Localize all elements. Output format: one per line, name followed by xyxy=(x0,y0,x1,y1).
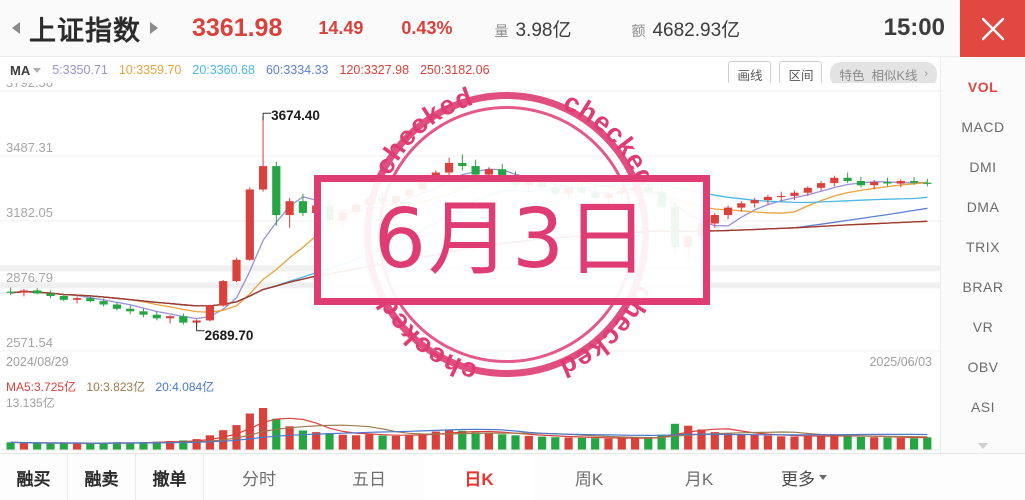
feature-label: 特色 xyxy=(839,68,865,83)
volume-ma-legend: MA5:3.725亿 10:3.823亿 20:4.084亿 xyxy=(6,378,221,395)
chevron-right-icon: › xyxy=(924,68,928,80)
tab-更多[interactable]: 更多 xyxy=(754,454,854,500)
tab-周K[interactable]: 周K xyxy=(534,454,644,500)
similar-k-line-button[interactable]: 特色 相似K线 › xyxy=(830,61,937,87)
y-axis-tick-1: 3487.31 xyxy=(6,139,53,155)
tab-融卖[interactable]: 融卖 xyxy=(68,454,136,500)
y-axis-tick-3: 2876.79 xyxy=(6,270,53,285)
tab-分时[interactable]: 分时 xyxy=(204,454,314,500)
tab-label: 日K xyxy=(464,470,494,489)
close-button[interactable] xyxy=(960,0,1025,57)
chevron-down-icon[interactable] xyxy=(978,443,988,449)
app-header: 上证指数 3361.98 14.49 0.43% 量 3.98亿 额 4682.… xyxy=(0,0,1025,57)
chart-area[interactable]: 3792.56 3487.31 3182.05 2876.79 2571.54 2024… xyxy=(0,83,940,453)
sidebar-item-obv[interactable]: OBV xyxy=(967,359,999,375)
high-price-annotation: 3674.40 xyxy=(271,108,320,124)
page-title: 上证指数 xyxy=(29,15,141,46)
tab-label: 撤单 xyxy=(152,470,187,489)
bottom-tab-bar[interactable]: 融买 融卖 撤单 分时 五日 日K 周K 月K 更多 xyxy=(0,453,1025,500)
tab-label: 周K xyxy=(574,470,604,489)
sidebar-item-asi[interactable]: ASI xyxy=(970,399,996,415)
chart-controls: 画线 区间 特色 相似K线 › xyxy=(728,61,937,87)
tab-label: 月K xyxy=(684,470,714,489)
sidebar-item-dma[interactable]: DMA xyxy=(966,199,1000,215)
market-time: 15:00 xyxy=(883,14,945,41)
tab-五日[interactable]: 五日 xyxy=(314,454,424,500)
volume-bars[interactable] xyxy=(0,378,940,453)
volume-ma20-value: 20:4.084亿 xyxy=(155,380,215,394)
tab-label: 五日 xyxy=(352,470,386,489)
ma-value-3: 60:3334.33 xyxy=(265,63,329,77)
tab-label: 更多 xyxy=(781,470,815,489)
sidebar-item-brar[interactable]: BRAR xyxy=(962,279,1004,295)
amount-label: 额 xyxy=(631,22,646,39)
sidebar-item-vol[interactable]: VOL xyxy=(967,79,999,95)
ma-value-1: 10:3359.70 xyxy=(118,63,182,77)
range-button[interactable]: 区间 xyxy=(779,61,823,87)
price-change-percent: 0.43% xyxy=(401,17,453,38)
sidebar-item-trix[interactable]: TRIX xyxy=(966,239,1000,255)
volume-scale-top: 13.135亿 xyxy=(6,396,55,410)
y-axis-tick-4: 2571.54 xyxy=(6,335,53,350)
volume-value: 3.98亿 xyxy=(515,19,572,41)
volume-ma10-value: 10:3.823亿 xyxy=(86,380,146,394)
index-switcher[interactable]: 上证指数 xyxy=(0,9,158,48)
ma-selector[interactable]: MA xyxy=(10,62,42,78)
price-change: 14.49 xyxy=(318,17,364,38)
tab-月K[interactable]: 月K xyxy=(644,454,754,500)
amount-value: 4682.93亿 xyxy=(652,19,741,41)
indicator-list: VOL MACD DMI DMA TRIX BRAR VR OBV ASI xyxy=(941,67,1025,427)
ma-value-0: 5:3350.71 xyxy=(52,63,108,77)
x-axis-end-date: 2025/06/03 xyxy=(869,355,932,369)
current-price: 3361.98 xyxy=(192,13,283,42)
tab-label: 分时 xyxy=(242,470,276,489)
ma-value-4: 120:3327.98 xyxy=(339,63,410,77)
triangle-left-icon[interactable] xyxy=(12,22,20,34)
tab-日K[interactable]: 日K xyxy=(424,454,534,500)
chevron-down-icon xyxy=(33,67,42,73)
sidebar-item-vr[interactable]: VR xyxy=(972,319,994,335)
y-axis-tick-0: 3792.56 xyxy=(6,83,53,90)
sidebar-item-dmi[interactable]: DMI xyxy=(969,159,997,175)
amount-group: 额 4682.93亿 xyxy=(631,15,740,42)
volume-ma5-value: MA5:3.725亿 xyxy=(6,380,77,394)
ma-label: MA xyxy=(10,62,31,78)
chevron-down-icon xyxy=(819,475,827,480)
volume-label: 量 xyxy=(494,22,509,39)
draw-line-button[interactable]: 画线 xyxy=(728,61,772,87)
indicator-sidebar[interactable]: VOL MACD DMI DMA TRIX BRAR VR OBV ASI xyxy=(940,57,1025,453)
ma-value-2: 20:3360.68 xyxy=(192,63,255,77)
tab-融买[interactable]: 融买 xyxy=(0,454,68,500)
ma-value-5: 250:3182.06 xyxy=(420,63,490,77)
sidebar-item-macd[interactable]: MACD xyxy=(961,119,1005,135)
feature-value: 相似K线 xyxy=(871,68,918,83)
close-icon xyxy=(981,17,1004,40)
low-price-annotation: 2689.70 xyxy=(204,327,254,343)
candlestick-chart[interactable] xyxy=(0,83,940,373)
tab-label: 融买 xyxy=(16,470,51,489)
x-axis-start-date: 2024/08/29 xyxy=(6,355,69,369)
volume-group: 量 3.98亿 xyxy=(494,15,571,42)
volume-pane[interactable]: MA5:3.725亿 10:3.823亿 20:4.084亿 13.135亿 xyxy=(0,378,940,453)
tab-label: 融卖 xyxy=(84,470,119,489)
tab-撤单[interactable]: 撤单 xyxy=(136,454,204,500)
ma-values: 5:3350.71 10:3359.70 20:3360.68 60:3334.33 1… xyxy=(41,63,489,77)
y-axis-tick-2: 3182.05 xyxy=(6,205,53,220)
triangle-right-icon[interactable] xyxy=(150,22,158,34)
